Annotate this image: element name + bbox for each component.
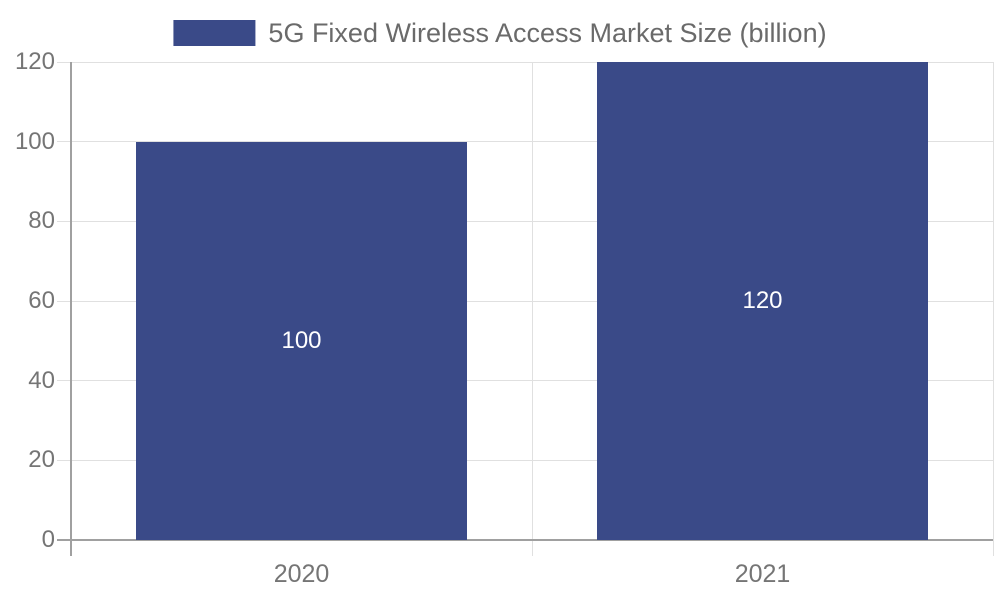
y-axis-tick-label: 60 [28, 287, 55, 314]
y-gridline [57, 141, 993, 143]
bar-value-label: 120 [742, 287, 783, 314]
x-axis-line [57, 539, 993, 541]
y-gridline [57, 300, 993, 302]
y-axis-tick-label: 0 [41, 526, 55, 553]
y-gridline [57, 459, 993, 461]
y-axis-line [70, 62, 72, 556]
legend-label: 5G Fixed Wireless Access Market Size (bi… [268, 18, 827, 48]
category-gridline [531, 62, 533, 556]
y-gridline [57, 380, 993, 382]
y-axis-tick-label: 40 [28, 366, 55, 394]
y-gridline [57, 61, 993, 63]
y-axis-tick-label: 80 [28, 207, 55, 235]
bar-value-label: 100 [281, 326, 322, 354]
legend-swatch [173, 20, 256, 46]
y-axis-tick-label: 100 [14, 127, 55, 155]
legend: 5G Fixed Wireless Access Market Size (bi… [173, 18, 827, 48]
bar-2020 [135, 141, 468, 540]
x-axis-tick-label: 2021 [734, 560, 791, 588]
bar-2021 [596, 62, 929, 540]
category-gridline [992, 62, 994, 556]
x-axis-tick-label: 2020 [273, 560, 330, 588]
y-axis-tick-label: 120 [14, 48, 55, 75]
y-axis-tick-label: 20 [28, 446, 55, 474]
y-gridline [57, 220, 993, 222]
